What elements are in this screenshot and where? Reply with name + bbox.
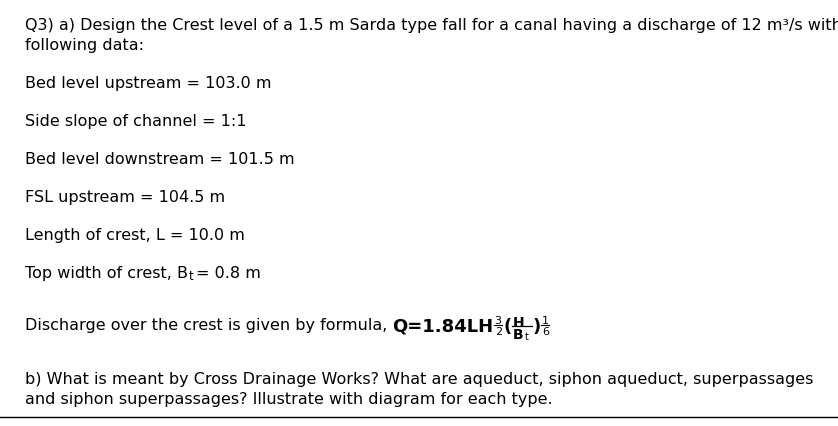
Text: following data:: following data: [25,38,144,53]
Text: t: t [525,331,529,341]
Text: FSL upstream = 104.5 m: FSL upstream = 104.5 m [25,190,225,204]
Text: 2: 2 [494,326,502,336]
Text: b) What is meant by Cross Drainage Works? What are aqueduct, siphon aqueduct, su: b) What is meant by Cross Drainage Works… [25,371,814,386]
Text: Side slope of channel = 1:1: Side slope of channel = 1:1 [25,114,246,129]
Text: H: H [513,315,525,329]
Text: 1: 1 [541,315,549,325]
Text: Q3) a) Design the Crest level of a 1.5 m Sarda type fall for a canal having a di: Q3) a) Design the Crest level of a 1.5 m… [25,18,838,33]
Text: Bed level upstream = 103.0 m: Bed level upstream = 103.0 m [25,76,272,91]
Text: Q=1.84LH: Q=1.84LH [392,317,494,335]
Text: t: t [189,269,194,282]
Text: ): ) [532,317,541,335]
Text: Discharge over the crest is given by formula,: Discharge over the crest is given by for… [25,317,392,332]
Text: B: B [513,327,524,341]
Text: Bed level downstream = 101.5 m: Bed level downstream = 101.5 m [25,152,295,167]
Text: (: ( [504,317,512,335]
Text: = 0.8 m: = 0.8 m [196,265,261,280]
Text: and siphon superpassages? Illustrate with diagram for each type.: and siphon superpassages? Illustrate wit… [25,391,552,406]
Text: 6: 6 [541,326,549,336]
Text: 3: 3 [494,315,502,325]
Text: Length of crest, L = 10.0 m: Length of crest, L = 10.0 m [25,227,245,242]
Text: Top width of crest, B: Top width of crest, B [25,265,188,280]
